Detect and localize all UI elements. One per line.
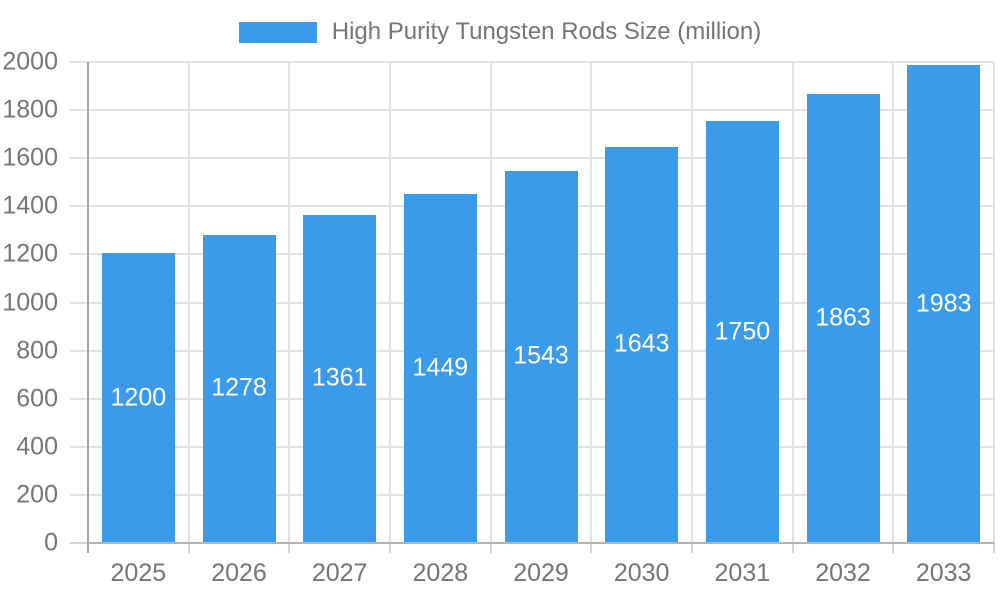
- x-axis-line: [88, 542, 994, 544]
- y-tick: [70, 542, 88, 544]
- bar: 1278: [202, 234, 276, 542]
- bar-value-label: 1643: [613, 329, 670, 358]
- y-tick-label: 0: [44, 528, 58, 557]
- x-tick: [993, 543, 995, 553]
- bar-value-label: 1361: [311, 363, 368, 392]
- v-gridline: [288, 62, 291, 543]
- v-gridline: [389, 62, 391, 543]
- x-tick-label: 2025: [110, 559, 167, 587]
- y-tick-label: 1400: [2, 191, 58, 220]
- legend-swatch-icon: [238, 21, 317, 43]
- bar-value-label: 1750: [714, 317, 771, 346]
- bar: 1200: [101, 253, 175, 542]
- plot-area: 1200 1278 1361 1449 1543 1643 1750 1863 1983 0 20…: [2, 48, 995, 587]
- y-tick-label: 400: [16, 432, 58, 461]
- x-tick-label: 2029: [513, 559, 569, 587]
- y-tick-label: 600: [16, 384, 58, 413]
- x-tick: [691, 543, 693, 553]
- v-gridline: [590, 62, 593, 543]
- h-gridline: [70, 109, 994, 112]
- x-tick-label: 2030: [613, 559, 670, 587]
- x-tick-label: 2032: [815, 559, 871, 587]
- x-tick: [187, 543, 190, 553]
- y-tick-label: 1200: [2, 239, 58, 268]
- x-tick-label: 2026: [211, 559, 267, 587]
- bar: 1449: [403, 193, 477, 542]
- x-tick-label: 2033: [915, 559, 972, 587]
- x-tick: [791, 543, 794, 553]
- bar-value-label: 1543: [513, 341, 569, 370]
- y-tick-label: 200: [16, 480, 58, 509]
- v-gridline: [993, 62, 995, 543]
- y-axis-line: [87, 62, 89, 553]
- bar-value-label: 1200: [110, 383, 167, 412]
- y-tick-label: 2000: [2, 47, 58, 76]
- bar: 1983: [907, 65, 981, 542]
- h-gridline: [70, 157, 994, 160]
- h-gridline: [70, 61, 994, 63]
- x-tick: [288, 543, 291, 553]
- bar: 1643: [605, 146, 679, 542]
- chart-legend[interactable]: High Purity Tungsten Rods Size (million): [0, 18, 1000, 46]
- bar: 1361: [303, 214, 377, 542]
- v-gridline: [691, 62, 693, 543]
- y-tick-label: 1800: [2, 95, 58, 124]
- v-gridline: [892, 62, 895, 543]
- v-gridline: [791, 62, 794, 543]
- bar-value-label: 1449: [412, 353, 469, 382]
- x-tick-label: 2027: [311, 559, 368, 587]
- x-tick-label: 2031: [714, 559, 771, 587]
- x-tick-label: 2028: [412, 559, 469, 587]
- bar-value-label: 1983: [915, 289, 972, 318]
- bar: 1750: [705, 121, 779, 542]
- bar-value-label: 1863: [815, 303, 871, 332]
- bar-value-label: 1278: [211, 373, 267, 402]
- y-tick-label: 800: [16, 336, 58, 365]
- bar: 1863: [806, 93, 880, 542]
- v-gridline: [489, 62, 492, 543]
- y-tick-label: 1600: [2, 143, 58, 172]
- x-tick: [389, 543, 391, 553]
- legend-label: High Purity Tungsten Rods Size (million): [331, 18, 762, 45]
- x-tick: [489, 543, 492, 553]
- y-tick-label: 1000: [2, 288, 58, 316]
- v-gridline: [187, 62, 190, 543]
- x-tick: [590, 543, 593, 553]
- bar: 1543: [504, 170, 578, 542]
- x-tick: [892, 543, 895, 553]
